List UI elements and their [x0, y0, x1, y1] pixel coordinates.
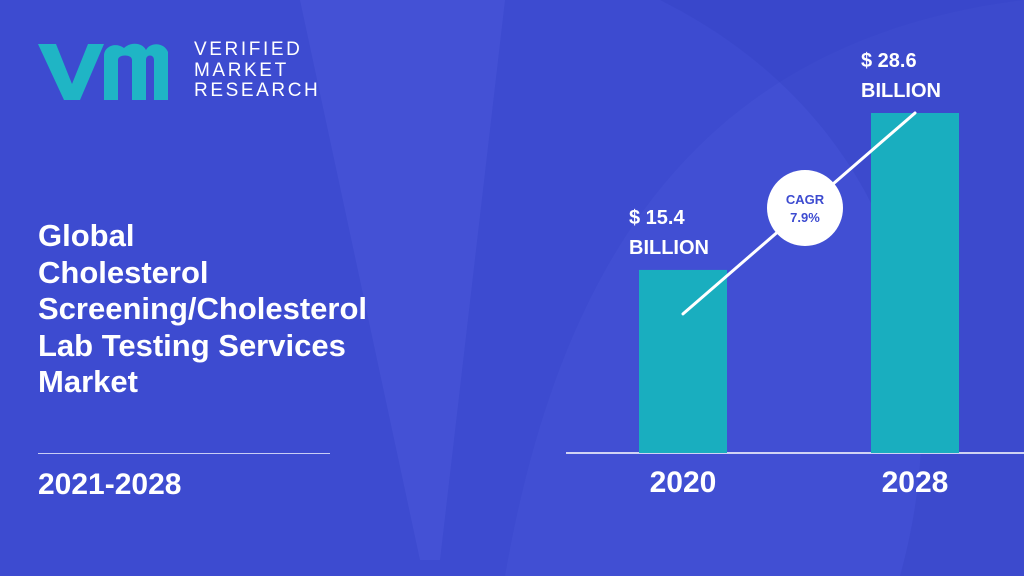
bar-2020	[639, 269, 727, 453]
bar-chart: $ 15.4 BILLION 2020 $ 28.6 BILLION 2028 CAGR 7.…	[566, 50, 1024, 499]
x-tick-label-2020: 2020	[650, 466, 717, 499]
title-line-4: Lab Testing Services	[38, 327, 346, 363]
title-line-1: Global	[38, 218, 135, 253]
brand-name-line-3: RESEARCH	[194, 80, 321, 101]
bar-2028	[871, 113, 959, 453]
brand-name-line-2: MARKET	[194, 59, 289, 81]
x-tick-label-2028: 2028	[882, 466, 949, 499]
brand-name: VERIFIED MARKET RESEARCH	[194, 39, 321, 102]
cagr-label: CAGR	[786, 192, 825, 207]
cagr-badge	[767, 170, 843, 246]
title-line-2: Cholesterol	[38, 254, 209, 290]
forecast-period: 2021-2028	[38, 468, 182, 501]
market-title: Global Cholesterol Screening/Cholesterol…	[38, 218, 458, 401]
brand-logo: VERIFIED MARKET RESEARCH	[34, 38, 324, 110]
title-line-5: Market	[38, 364, 138, 399]
brand-name-line-1: VERIFIED	[194, 39, 303, 60]
background-v-shape	[300, 0, 505, 560]
data-label-2028-amount: $ 28.6	[861, 50, 917, 72]
data-label-2028-unit: BILLION	[861, 80, 941, 102]
title-divider	[38, 453, 330, 454]
cagr-value: 7.9%	[790, 210, 820, 225]
data-label-2020-unit: BILLION	[629, 237, 709, 259]
title-line-3: Screening/Cholesterol	[38, 291, 368, 326]
vmr-logo-icon	[38, 43, 168, 100]
data-label-2020-amount: $ 15.4	[629, 207, 685, 229]
